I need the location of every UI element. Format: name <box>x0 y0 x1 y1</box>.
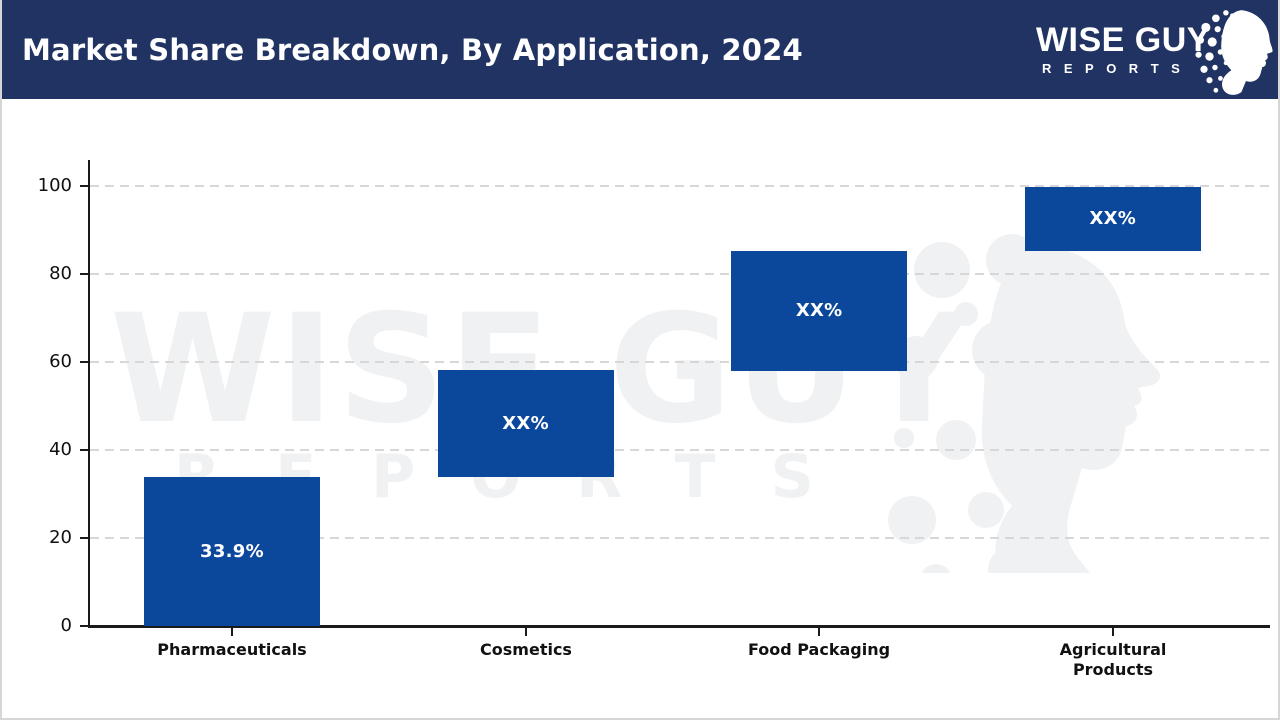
gridline-40 <box>90 449 1270 451</box>
bar-value-label: XX% <box>795 300 843 322</box>
watermark-head-icon <box>888 234 1161 573</box>
x-tick <box>525 628 527 636</box>
y-tick-label: 40 <box>49 439 72 460</box>
bar-segment: XX% <box>437 369 614 477</box>
bar-segment: XX% <box>731 250 908 371</box>
x-category-label: Agricultural Products <box>1059 640 1167 679</box>
bar-value-label: 33.9% <box>200 540 264 562</box>
gridline-60 <box>90 361 1270 363</box>
y-tick <box>80 361 88 363</box>
logo-text: WISE GUY REPORTS <box>1036 22 1210 76</box>
y-tick <box>80 625 88 627</box>
wise-guy-reports-logo: WISE GUY REPORTS <box>1024 2 1276 97</box>
y-axis-line <box>88 160 90 628</box>
chart-title: Market Share Breakdown, By Application, … <box>22 32 803 67</box>
x-tick <box>818 628 820 636</box>
bar-segment: 33.9% <box>144 476 320 626</box>
y-tick-label: 60 <box>49 351 72 372</box>
bar-value-label: XX% <box>502 412 549 434</box>
y-tick-label: 100 <box>37 175 72 196</box>
logo-wordmark: WISE GUY <box>1035 21 1210 59</box>
gridline-80 <box>90 273 1270 275</box>
y-tick-label: 20 <box>49 527 72 548</box>
x-category-label: Cosmetics <box>480 640 572 659</box>
y-tick-label: 80 <box>49 263 72 284</box>
x-axis-line <box>88 625 1270 628</box>
gridline-20 <box>90 537 1270 539</box>
x-category-label: Pharmaceuticals <box>157 640 307 659</box>
x-category-label: Food Packaging <box>747 640 891 659</box>
y-tick <box>80 185 88 187</box>
y-tick <box>80 273 88 275</box>
y-tick <box>80 449 88 451</box>
header-band: Market Share Breakdown, By Application, … <box>2 0 1278 99</box>
logo-subtitle: REPORTS <box>1041 61 1193 76</box>
x-tick <box>231 628 233 636</box>
y-tick <box>80 537 88 539</box>
logo-head-icon <box>1195 10 1273 95</box>
bar-segment: XX% <box>1024 186 1201 251</box>
bar-value-label: XX% <box>1089 208 1137 230</box>
x-tick <box>1112 628 1114 636</box>
y-tick-label: 0 <box>60 615 72 636</box>
gridline-100 <box>90 185 1270 187</box>
